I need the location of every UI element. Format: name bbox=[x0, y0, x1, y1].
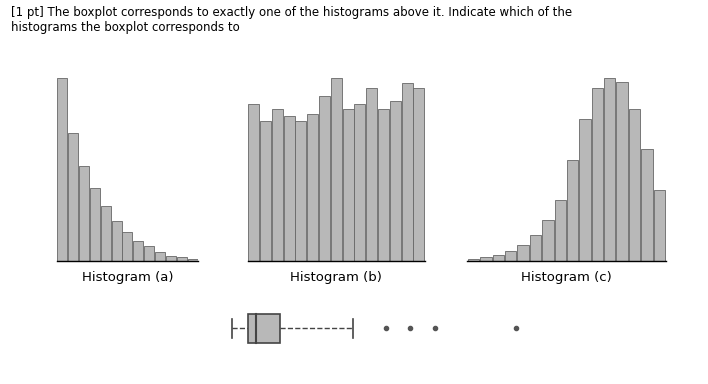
Bar bbox=[505, 251, 516, 261]
Bar bbox=[307, 114, 318, 261]
Bar bbox=[641, 149, 653, 261]
Bar bbox=[401, 83, 413, 261]
Bar bbox=[617, 82, 628, 261]
Bar bbox=[112, 221, 122, 261]
Bar bbox=[604, 78, 615, 261]
Bar bbox=[177, 257, 187, 261]
Bar bbox=[122, 232, 132, 261]
Bar bbox=[567, 159, 578, 261]
Text: Histogram (c): Histogram (c) bbox=[521, 271, 612, 284]
Bar bbox=[378, 109, 389, 261]
Bar bbox=[366, 88, 377, 261]
Bar bbox=[518, 245, 529, 261]
Bar bbox=[188, 259, 198, 261]
Bar bbox=[272, 109, 282, 261]
Bar bbox=[101, 206, 110, 261]
Bar bbox=[592, 88, 603, 261]
Bar bbox=[155, 252, 165, 261]
Bar bbox=[653, 190, 665, 261]
Bar bbox=[355, 104, 365, 261]
Bar bbox=[284, 116, 295, 261]
Bar bbox=[542, 220, 554, 261]
Bar bbox=[90, 188, 100, 261]
Bar bbox=[629, 109, 640, 261]
Text: Histogram (a): Histogram (a) bbox=[81, 271, 173, 284]
Bar bbox=[468, 259, 479, 261]
Bar bbox=[390, 101, 401, 261]
Bar bbox=[295, 121, 307, 261]
Bar bbox=[579, 119, 590, 261]
Bar bbox=[343, 109, 353, 261]
Text: Histogram (b): Histogram (b) bbox=[290, 271, 382, 284]
Bar bbox=[413, 88, 424, 261]
Bar bbox=[57, 78, 67, 261]
Bar bbox=[319, 96, 330, 261]
Bar bbox=[493, 255, 504, 261]
Bar bbox=[68, 133, 78, 261]
Bar bbox=[480, 257, 491, 261]
Bar bbox=[79, 166, 89, 261]
Bar bbox=[248, 314, 280, 343]
Bar bbox=[554, 200, 566, 261]
Bar bbox=[260, 121, 271, 261]
Bar bbox=[166, 256, 176, 261]
Bar bbox=[133, 241, 143, 261]
Bar bbox=[530, 235, 541, 261]
Bar bbox=[331, 78, 342, 261]
Text: [1 pt] The boxplot corresponds to exactly one of the histograms above it. Indica: [1 pt] The boxplot corresponds to exactl… bbox=[11, 6, 572, 34]
Bar bbox=[249, 104, 259, 261]
Bar bbox=[144, 247, 154, 261]
